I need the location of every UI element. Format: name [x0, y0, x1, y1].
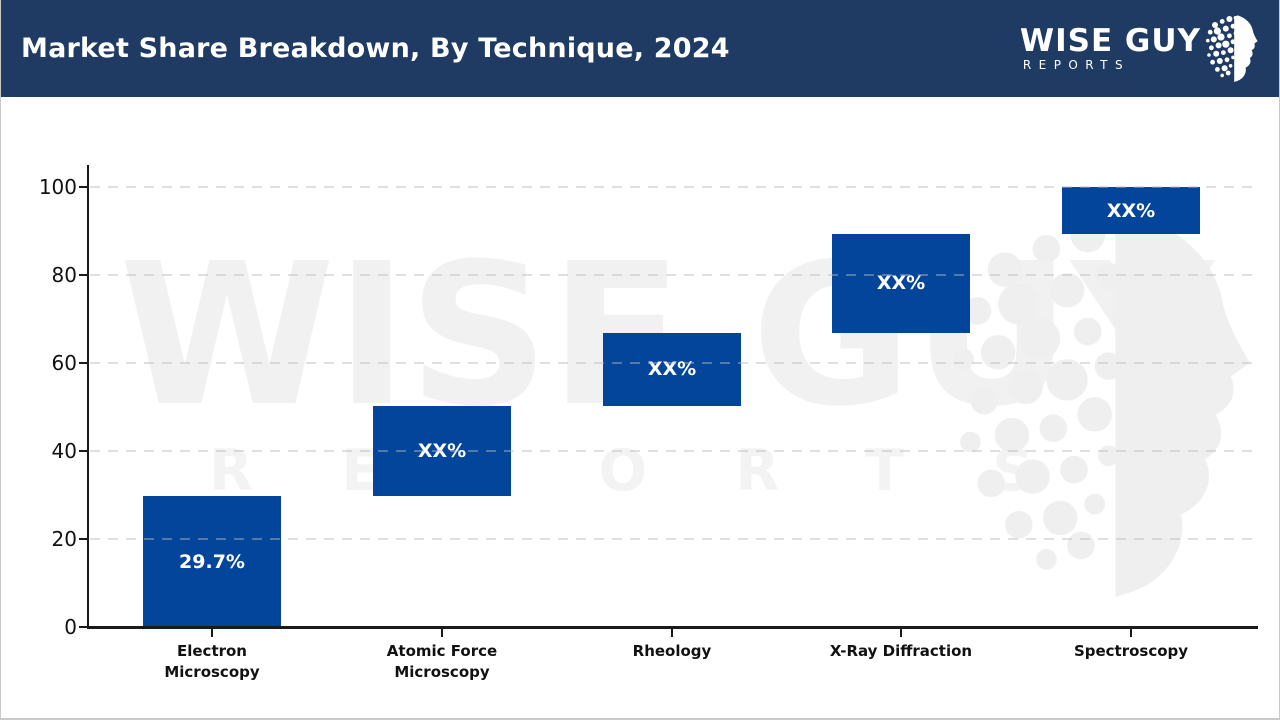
- y-tick-label-100: 100: [38, 175, 77, 199]
- y-tick-0: [79, 626, 87, 628]
- bar-value-label: 29.7%: [179, 550, 245, 573]
- watermark-head-icon: [953, 214, 1250, 598]
- category-label-line: Spectroscopy: [1073, 642, 1189, 660]
- watermark-subtext: REPORTS: [209, 438, 1122, 504]
- brand-subtitle: REPORTS: [1022, 57, 1130, 72]
- category-label-0: Electron Microscopy: [102, 641, 322, 683]
- header: Market Share Breakdown, By Technique, 20…: [1, 0, 1279, 97]
- x-tick-0: [211, 629, 213, 637]
- gridline-20: [90, 538, 1258, 540]
- bar-value-label: XX%: [417, 440, 467, 463]
- category-label-1: Atomic Force Microscopy: [332, 641, 552, 683]
- category-label-2: Rheology: [562, 641, 782, 662]
- gridline-100: [90, 186, 1258, 188]
- x-tick-3: [900, 629, 902, 637]
- x-axis-line: [87, 626, 1258, 629]
- y-tick-60: [79, 362, 87, 364]
- category-label-line: Microscopy: [394, 663, 490, 681]
- category-label-line: Rheology: [632, 642, 712, 660]
- y-tick-label-60: 60: [51, 351, 77, 375]
- gridline-60: [90, 362, 1258, 364]
- dotted-head-logo-icon: [1206, 14, 1258, 82]
- y-tick-label-40: 40: [51, 439, 77, 463]
- category-label-3: X-Ray Diffraction: [791, 641, 1011, 662]
- x-tick-1: [441, 629, 443, 637]
- y-tick-40: [79, 450, 87, 452]
- brand-name: WISE GUY: [1019, 23, 1201, 60]
- category-label-line: Microscopy: [164, 663, 260, 681]
- bar-electron-microscopy: 29.7%: [143, 496, 281, 627]
- y-tick-label-80: 80: [51, 263, 77, 287]
- brand-text: WISE GUY REPORTS: [1020, 25, 1201, 72]
- bar-value-label: XX%: [1106, 199, 1156, 222]
- category-label-line: Atomic Force: [386, 642, 498, 660]
- bar-atomic-force-microscopy: XX%: [373, 406, 511, 497]
- category-label-4: Spectroscopy: [1021, 641, 1241, 662]
- y-tick-20: [79, 538, 87, 540]
- bar-value-label: XX%: [876, 272, 926, 295]
- y-tick-label-0: 0: [64, 615, 77, 639]
- y-tick-label-20: 20: [51, 527, 77, 551]
- bar-x-ray-diffraction: XX%: [832, 234, 970, 333]
- x-tick-2: [671, 629, 673, 637]
- page-title: Market Share Breakdown, By Technique, 20…: [21, 33, 730, 64]
- gridline-80: [90, 274, 1258, 276]
- bar-spectroscopy: XX%: [1062, 187, 1200, 235]
- y-tick-80: [79, 274, 87, 276]
- y-axis-line: [87, 165, 89, 629]
- x-tick-4: [1130, 629, 1132, 637]
- category-label-line: Electron: [176, 642, 247, 660]
- brand-logo: WISE GUY REPORTS: [1020, 7, 1263, 91]
- bar-rheology: XX%: [603, 332, 741, 407]
- gridline-40: [90, 450, 1258, 452]
- y-tick-100: [79, 186, 87, 188]
- category-label-line: X-Ray Diffraction: [829, 642, 973, 660]
- bar-value-label: XX%: [647, 358, 697, 381]
